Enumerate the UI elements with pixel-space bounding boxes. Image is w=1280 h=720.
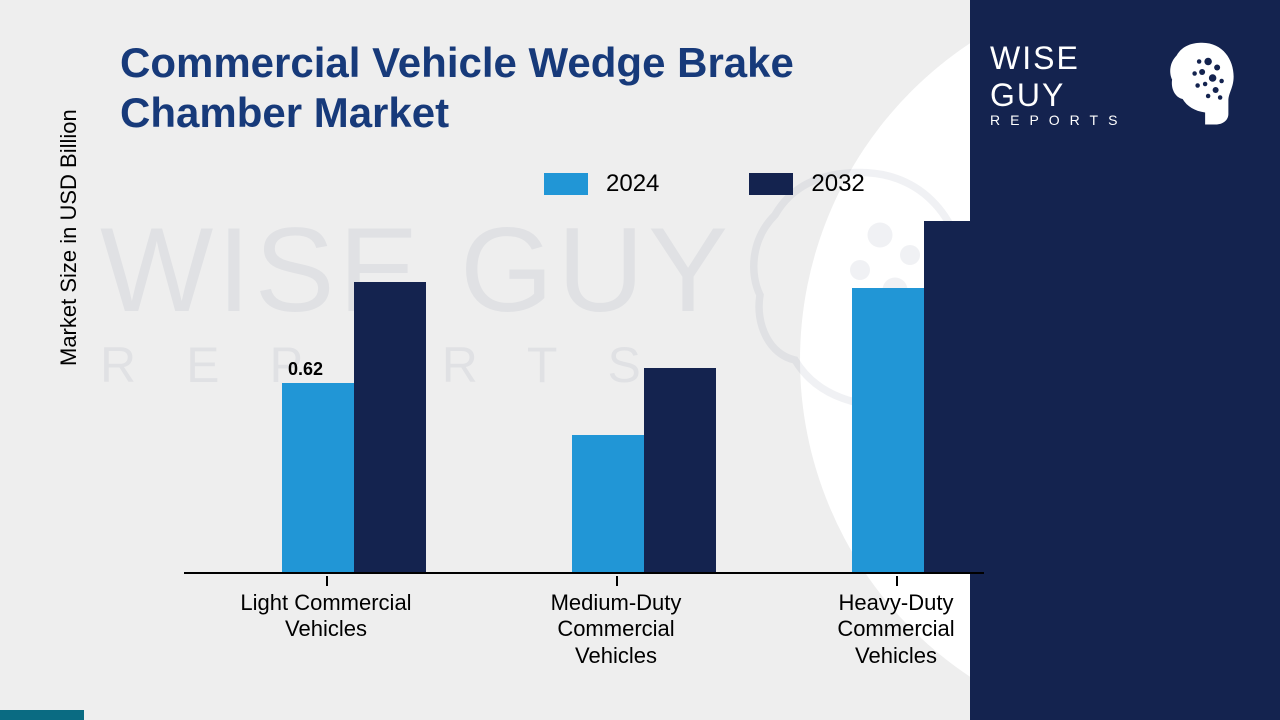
brand-sub: REPORTS xyxy=(990,112,1158,128)
x-tick xyxy=(896,576,898,586)
bar-2024: 0.62 xyxy=(282,383,354,572)
legend-item-2024: 2024 xyxy=(544,170,659,198)
y-axis-label: Market Size in USD Billion xyxy=(56,109,82,366)
decorative-bottom-bar xyxy=(0,710,84,720)
legend-label-2032: 2032 xyxy=(811,170,864,198)
legend: 2024 2032 xyxy=(544,170,865,198)
category-group: 0.62 xyxy=(254,282,454,572)
legend-label-2024: 2024 xyxy=(606,170,659,198)
chart-title: Commercial Vehicle Wedge Brake Chamber M… xyxy=(120,38,840,137)
x-tick xyxy=(616,576,618,586)
category-group xyxy=(824,221,1024,572)
chart: Market Size in USD Billion 2024 2032 0.6… xyxy=(64,170,984,650)
bar-2032 xyxy=(924,221,996,572)
brand-text: WISE GUY REPORTS xyxy=(990,40,1158,128)
bar-2032 xyxy=(644,368,716,572)
page-root: WISE GUY REPORTS Commercial Vehicle Wedg… xyxy=(0,0,1280,720)
x-axis-label: Medium-Duty Commercial Vehicles xyxy=(521,590,711,669)
brand-logo: WISE GUY REPORTS xyxy=(990,34,1240,134)
bar-2024 xyxy=(572,435,644,572)
brand-head-icon xyxy=(1164,39,1240,129)
brand-main: WISE GUY xyxy=(990,40,1158,114)
legend-swatch-2032 xyxy=(749,173,793,195)
x-axis-label: Light Commercial Vehicles xyxy=(231,590,421,643)
x-tick xyxy=(326,576,328,586)
bar-value-label: 0.62 xyxy=(288,359,323,380)
category-group xyxy=(544,368,744,572)
bar-2032 xyxy=(354,282,426,572)
x-axis-label: Heavy-Duty Commercial Vehicles xyxy=(801,590,991,669)
plot-area: 0.62Light Commercial VehiclesMedium-Duty… xyxy=(184,208,984,574)
legend-swatch-2024 xyxy=(544,173,588,195)
bar-2024 xyxy=(852,288,924,572)
legend-item-2032: 2032 xyxy=(749,170,864,198)
